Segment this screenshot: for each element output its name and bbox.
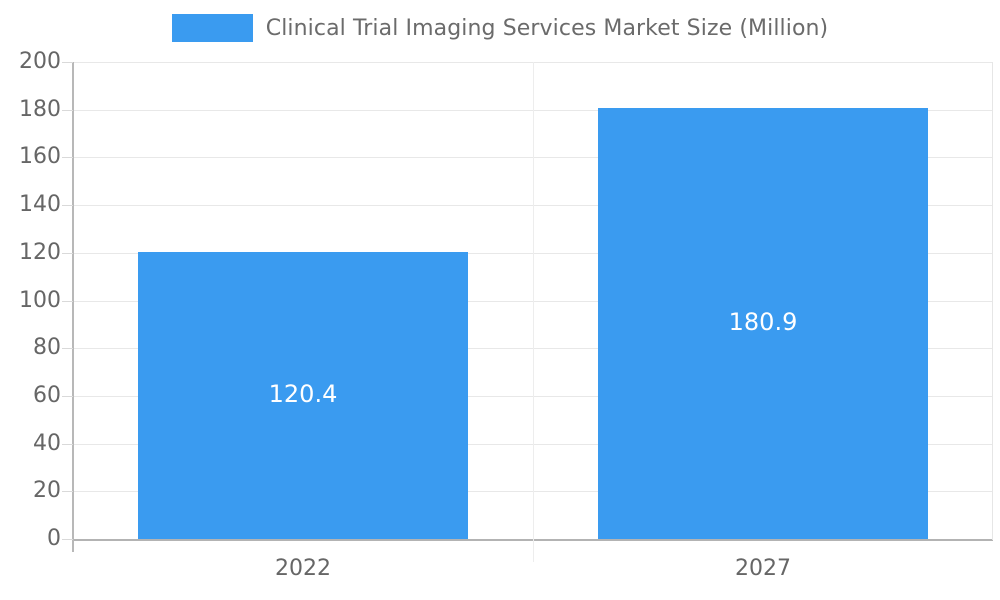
plot-right-border xyxy=(992,62,993,540)
y-axis-tick-label: 200 xyxy=(19,49,61,74)
y-axis-tick-mark xyxy=(62,252,73,254)
y-axis-tick-label: 180 xyxy=(19,96,61,122)
y-axis-tick-label: 60 xyxy=(33,382,61,408)
legend-item-market-size[interactable]: Clinical Trial Imaging Services Market S… xyxy=(171,14,829,42)
y-axis-tick-mark xyxy=(62,443,73,445)
y-axis-line xyxy=(72,62,74,552)
bar-value-label: 120.4 xyxy=(268,380,338,409)
y-axis-tick-mark xyxy=(62,157,73,159)
y-axis-tick-mark xyxy=(62,62,73,63)
y-axis-tick-label: 120 xyxy=(19,239,61,265)
y-axis-tick-mark xyxy=(62,539,73,540)
bar-value-label: 180.9 xyxy=(728,308,798,337)
bar-2027[interactable] xyxy=(598,107,928,539)
y-axis-tick-label: 20 xyxy=(33,478,61,504)
bar-2022[interactable] xyxy=(138,251,468,539)
y-axis-tick-mark xyxy=(62,205,73,207)
y-axis-tick-mark xyxy=(62,109,73,111)
legend-item-label: Clinical Trial Imaging Services Market S… xyxy=(265,15,829,41)
chart-legend: Clinical Trial Imaging Services Market S… xyxy=(0,0,1000,56)
y-axis-tick-label: 160 xyxy=(19,144,61,170)
y-axis-tick-label: 0 xyxy=(47,526,61,551)
legend-swatch-icon xyxy=(171,14,253,42)
x-axis-tick-label: 2022 xyxy=(275,556,331,581)
y-axis-tick-mark xyxy=(62,348,73,350)
y-axis-tick-label: 40 xyxy=(33,430,61,456)
y-axis-tick-label: 80 xyxy=(33,335,61,361)
category-divider xyxy=(533,62,534,562)
x-axis-tick-label: 2027 xyxy=(735,556,791,581)
y-axis-tick-label: 100 xyxy=(19,287,61,313)
y-axis-tick-label: 140 xyxy=(19,192,61,218)
y-axis-tick-mark xyxy=(62,300,73,302)
y-axis-tick-mark xyxy=(62,395,73,397)
y-axis-tick-mark xyxy=(62,491,73,493)
